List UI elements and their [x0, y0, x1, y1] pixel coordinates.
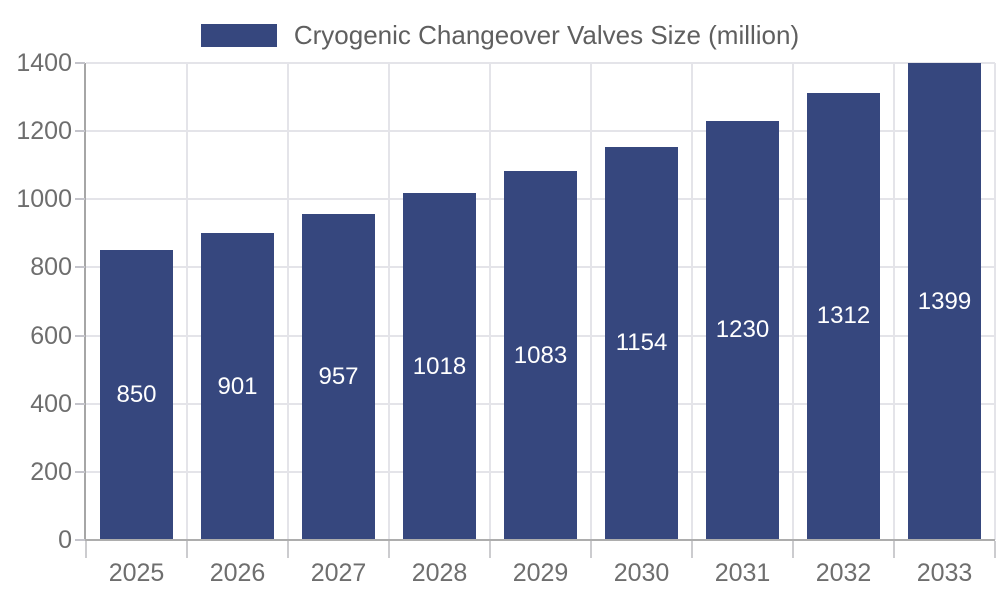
bar-2027[interactable]: 957 [302, 213, 375, 540]
bar-2032[interactable]: 1312 [807, 92, 880, 540]
y-axis-tick [75, 334, 85, 337]
bar-2031[interactable]: 1230 [706, 120, 779, 540]
y-axis-tick-label: 1400 [16, 49, 72, 77]
y-axis-tick [75, 266, 85, 269]
bar-value-label: 1230 [715, 316, 770, 344]
y-axis-tick-label: 400 [30, 389, 72, 418]
x-axis-tick [590, 541, 592, 558]
plot-area: 850 901 957 1018 1083 1154 1230 1312 1399 [86, 62, 996, 540]
x-axis-tick-label: 2029 [512, 559, 569, 587]
gridline-vertical [590, 63, 592, 540]
y-axis-tick [75, 402, 85, 405]
y-axis-tick [75, 198, 85, 201]
x-axis-tick-label: 2033 [916, 559, 973, 587]
x-axis-tick [287, 541, 289, 558]
bar-value-label: 957 [318, 362, 359, 390]
gridline-vertical [489, 63, 491, 540]
gridline-vertical [186, 63, 188, 540]
gridline-vertical [994, 63, 996, 540]
legend-label: Cryogenic Changeover Valves Size (millio… [293, 20, 800, 50]
x-axis-tick [85, 541, 87, 558]
bar-value-label: 1083 [513, 341, 568, 369]
y-axis-tick-label: 800 [30, 253, 72, 282]
x-axis-tick-label: 2030 [613, 559, 670, 587]
x-axis-tick-label: 2025 [108, 559, 165, 587]
y-axis-tick [75, 62, 85, 64]
legend[interactable]: Cryogenic Changeover Valves Size (millio… [0, 20, 1000, 51]
bar-value-label: 901 [217, 372, 258, 400]
legend-swatch-icon [200, 24, 277, 47]
bar-value-label: 1018 [412, 352, 467, 380]
x-axis-tick-label: 2026 [209, 559, 266, 587]
x-axis-tick-label: 2028 [411, 559, 468, 587]
y-axis-tick-label: 600 [30, 321, 72, 350]
x-axis-tick [489, 541, 491, 558]
y-axis-tick [75, 539, 85, 541]
bar-2029[interactable]: 1083 [504, 171, 577, 540]
x-axis-tick [893, 541, 895, 558]
gridline-vertical [388, 63, 390, 540]
x-axis-tick-label: 2031 [714, 559, 771, 587]
bar-2028[interactable]: 1018 [403, 193, 476, 540]
y-axis-line [84, 63, 86, 540]
gridline-vertical [792, 63, 794, 540]
x-axis-tick-label: 2032 [815, 559, 872, 587]
x-axis-tick-label: 2027 [310, 559, 367, 587]
y-axis-tick-label: 1000 [16, 185, 72, 214]
x-axis-tick [388, 541, 390, 558]
y-axis-tick-label: 200 [30, 457, 72, 486]
bar-value-label: 1399 [917, 287, 972, 315]
y-axis-tick [75, 130, 85, 133]
gridline-vertical [691, 63, 693, 540]
bar-2026[interactable]: 901 [201, 233, 274, 540]
gridline-horizontal [86, 62, 995, 64]
gridline-horizontal [86, 130, 995, 133]
x-axis-tick [994, 541, 996, 558]
bar-2030[interactable]: 1154 [605, 146, 678, 540]
x-axis-tick [186, 541, 188, 558]
bar-2033[interactable]: 1399 [908, 63, 981, 540]
bar-2025[interactable]: 850 [100, 250, 173, 540]
y-axis-tick-label: 1200 [16, 117, 72, 146]
y-axis-tick [75, 470, 85, 473]
x-axis-line [84, 539, 995, 541]
bar-value-label: 1312 [816, 302, 871, 330]
bar-value-label: 850 [116, 381, 157, 409]
x-axis-tick [792, 541, 794, 558]
y-axis-tick-label: 0 [58, 526, 72, 554]
gridline-vertical [287, 63, 289, 540]
gridline-vertical [893, 63, 895, 540]
bar-value-label: 1154 [615, 329, 668, 357]
x-axis-tick [691, 541, 693, 558]
